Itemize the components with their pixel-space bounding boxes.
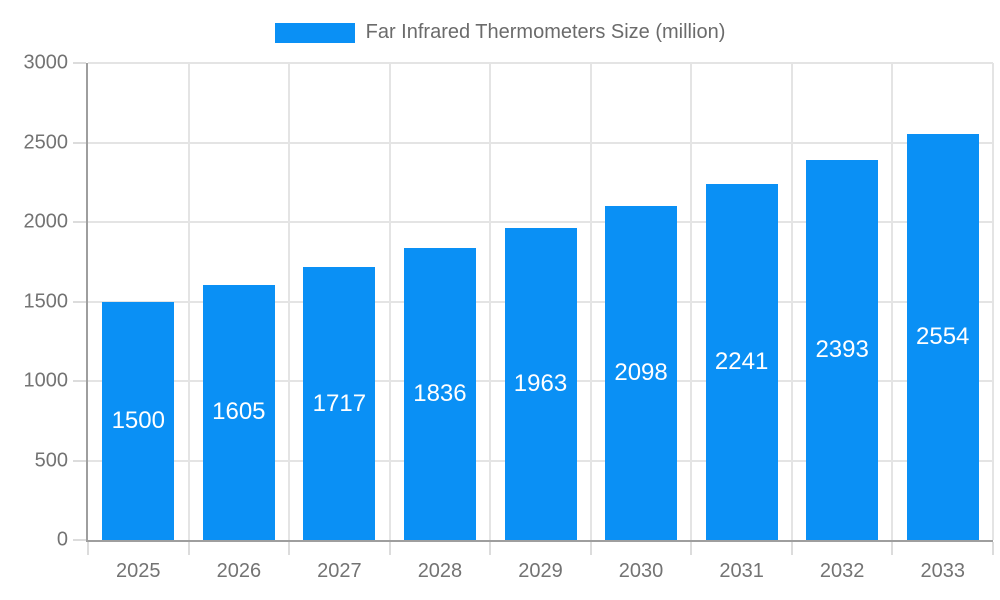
y-tick-mark	[73, 459, 86, 462]
x-tick-mark	[187, 542, 190, 555]
bar-value-label: 1605	[212, 398, 266, 426]
y-tick-mark	[73, 141, 86, 144]
bar-value-label: 2393	[815, 335, 869, 363]
x-gridline	[589, 63, 592, 540]
y-tick-mark	[73, 300, 86, 303]
x-axis-tick-label: 2030	[618, 560, 664, 582]
legend-label: Far Infrared Thermometers Size (million)	[365, 21, 726, 43]
bar-2026: 1605	[202, 284, 275, 540]
x-gridline	[992, 63, 994, 540]
x-tick-mark	[992, 542, 994, 555]
bar-2033: 2554	[906, 133, 979, 540]
x-tick-mark	[489, 542, 492, 555]
x-axis-tick-label: 2028	[417, 560, 463, 582]
x-tick-mark	[891, 542, 894, 555]
x-tick-mark	[288, 542, 291, 555]
bar-2027: 1717	[303, 267, 376, 540]
y-gridline	[88, 141, 993, 144]
x-axis-tick-label: 2032	[819, 560, 865, 582]
x-tick-mark	[690, 542, 693, 555]
y-gridline	[88, 62, 993, 64]
x-tick-mark	[589, 542, 592, 555]
bar-value-label: 1500	[111, 406, 165, 434]
y-tick-mark	[73, 539, 86, 541]
x-axis-tick-label: 2025	[116, 560, 161, 582]
x-gridline	[690, 63, 693, 540]
x-axis-tick-label: 2027	[317, 560, 362, 582]
x-gridline	[288, 63, 291, 540]
x-gridline	[489, 63, 492, 540]
x-axis-tick-label: 2026	[216, 560, 262, 582]
x-gridline	[388, 63, 391, 540]
x-axis-tick-label: 2033	[920, 560, 965, 582]
y-axis-line	[86, 63, 88, 542]
y-tick-mark	[73, 221, 86, 223]
x-gridline	[187, 63, 190, 540]
plot-area: 0 500 1000 1500 2000 2500 3000 1500 2025 1605 2026…	[24, 52, 994, 582]
y-axis-tick-label: 3000	[23, 51, 69, 74]
bar-2025: 1500	[102, 301, 175, 540]
x-gridline	[891, 63, 894, 540]
bar-value-label: 2554	[916, 322, 970, 350]
y-axis-tick-label: 500	[34, 449, 68, 471]
y-tick-mark	[73, 62, 86, 64]
x-tick-mark	[790, 542, 793, 555]
x-tick-mark	[87, 542, 89, 555]
bar-2030: 2098	[605, 206, 678, 540]
bar-value-label: 2241	[714, 347, 769, 375]
bar-2032: 2393	[806, 159, 879, 540]
y-axis-tick-label: 2000	[23, 210, 69, 233]
x-tick-mark	[388, 542, 391, 555]
x-gridline	[790, 63, 793, 540]
bar-2028: 1836	[403, 248, 476, 540]
bar-value-label: 1836	[413, 380, 467, 408]
y-axis-tick-label: 2500	[23, 131, 69, 153]
bar-value-label: 1717	[312, 389, 367, 417]
bar-2029: 1963	[504, 227, 577, 540]
legend-swatch	[274, 22, 355, 43]
y-gridline	[88, 221, 993, 223]
y-axis-tick-label: 1500	[23, 290, 69, 312]
y-axis-tick-label: 0	[56, 528, 68, 551]
y-axis-tick-label: 1000	[23, 369, 69, 392]
legend[interactable]: Far Infrared Thermometers Size (million)	[0, 21, 1000, 44]
x-axis-tick-label: 2031	[719, 560, 764, 582]
bar-value-label: 1963	[513, 369, 568, 397]
y-tick-mark	[73, 380, 86, 382]
bar-2031: 2241	[705, 183, 778, 540]
bar-value-label: 2098	[614, 359, 668, 387]
x-axis-line	[86, 540, 993, 542]
x-axis-tick-label: 2029	[518, 560, 563, 582]
